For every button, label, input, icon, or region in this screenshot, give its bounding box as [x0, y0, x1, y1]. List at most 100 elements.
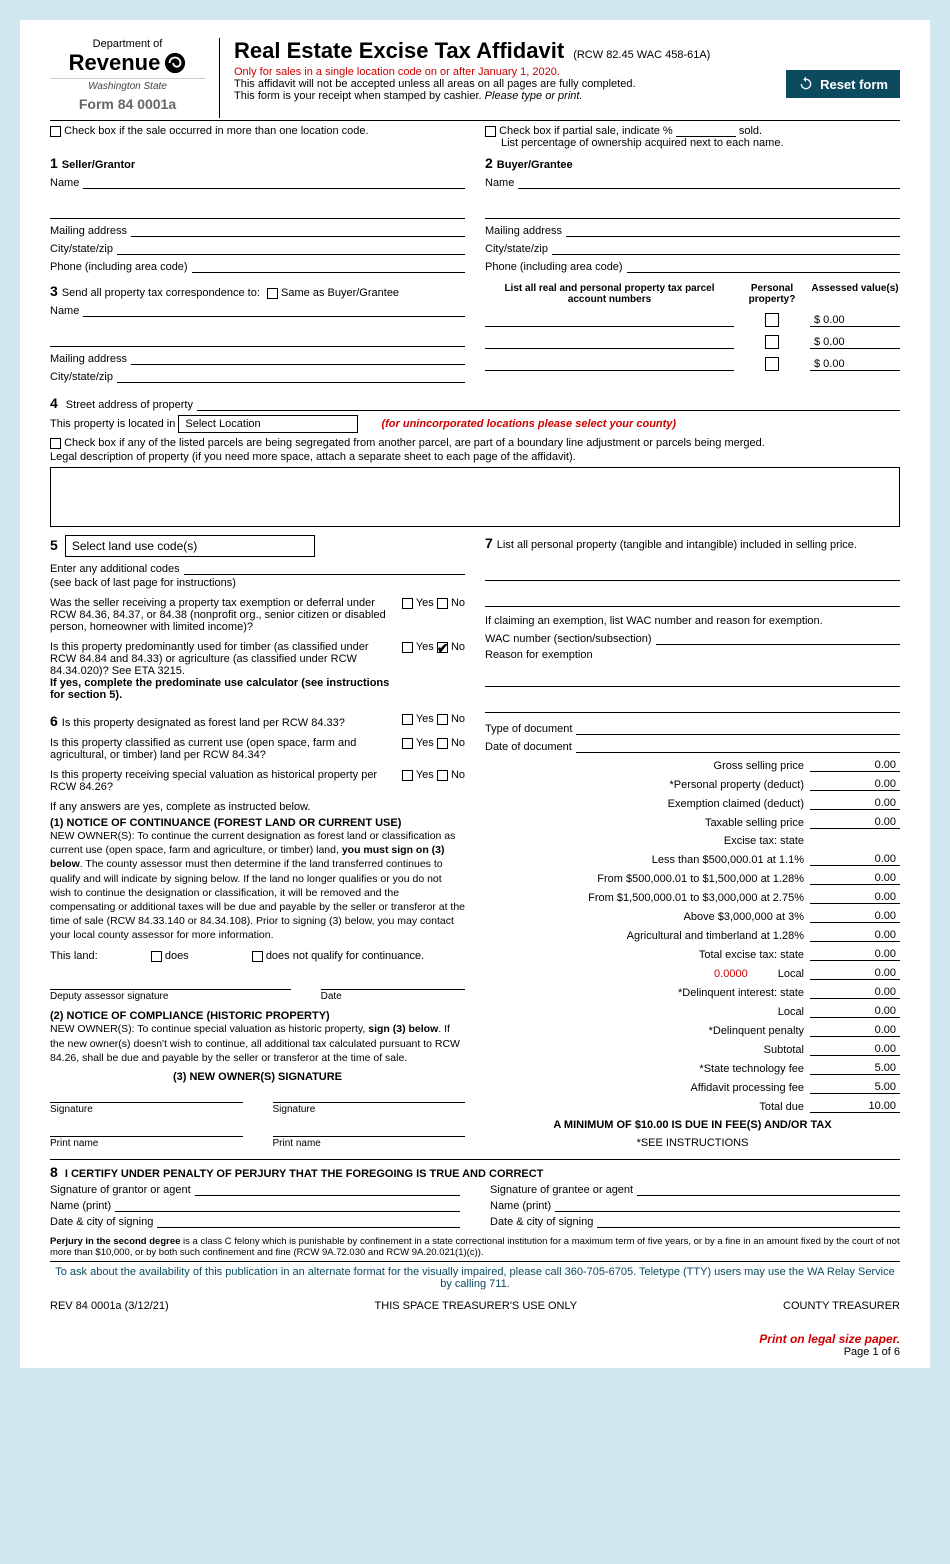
corr-name-label: Name	[50, 305, 79, 317]
owner-print-1[interactable]	[50, 1123, 243, 1137]
delpen-val[interactable]: 0.00	[810, 1024, 900, 1037]
tier2-val[interactable]: 0.00	[810, 872, 900, 885]
deputy-date-label: Date	[321, 991, 465, 1002]
legal-desc-input[interactable]	[50, 467, 900, 527]
timber-no[interactable]	[437, 642, 448, 653]
parcel-val-3[interactable]: $ 0.00	[810, 358, 900, 371]
parcel-table: List all real and personal property tax …	[485, 283, 900, 383]
aff2b: Please type or print.	[485, 90, 583, 102]
sec2-title: Buyer/Grantee	[497, 159, 573, 171]
exemption-no[interactable]	[437, 598, 448, 609]
tier4-val[interactable]: 0.00	[810, 910, 900, 923]
reason-input-2[interactable]	[485, 701, 900, 713]
corr-csz-input[interactable]	[117, 371, 465, 383]
buyer-csz-input[interactable]	[552, 243, 900, 255]
parcel-num-1[interactable]	[485, 315, 734, 327]
parcel-pp-2[interactable]	[765, 335, 779, 349]
techfee-val[interactable]: 5.00	[810, 1062, 900, 1075]
multi-location-checkbox[interactable]	[50, 126, 61, 137]
logo-block: Department of Revenue Washington State F…	[50, 38, 220, 118]
buyer-csz-label: City/state/zip	[485, 243, 548, 255]
owner-sig-1[interactable]	[50, 1089, 243, 1103]
buyer-name-input[interactable]	[518, 177, 900, 189]
buyer-phone-input[interactable]	[627, 261, 900, 273]
delint-label: *Delinquent interest: state	[485, 987, 810, 999]
location-select[interactable]: Select Location	[178, 415, 358, 433]
gross-label: Gross selling price	[485, 760, 810, 772]
parcel-pp-3[interactable]	[765, 357, 779, 371]
forest-yes[interactable]	[402, 714, 413, 725]
reason-input-1[interactable]	[485, 675, 900, 687]
tier3-val[interactable]: 0.00	[810, 891, 900, 904]
ex-val[interactable]: 0.00	[810, 797, 900, 810]
reset-form-button[interactable]: Reset form	[786, 70, 900, 98]
corr-name-input-2[interactable]	[50, 323, 465, 347]
tier1-val[interactable]: 0.00	[810, 853, 900, 866]
pp-list-input-1[interactable]	[485, 569, 900, 581]
seller-name-input[interactable]	[83, 177, 465, 189]
buyer-mail-input[interactable]	[566, 225, 900, 237]
currentuse-yes[interactable]	[402, 738, 413, 749]
no-4: No	[451, 737, 465, 749]
seller-mail-input[interactable]	[131, 225, 465, 237]
partial-sale-checkbox[interactable]	[485, 126, 496, 137]
seller-phone-input[interactable]	[192, 261, 465, 273]
corr-mail-input[interactable]	[131, 353, 465, 365]
timber-yes[interactable]	[402, 642, 413, 653]
grantor-name-input[interactable]	[115, 1200, 460, 1212]
grantee-date-input[interactable]	[597, 1216, 900, 1228]
land-use-select[interactable]: Select land use code(s)	[65, 535, 315, 557]
local-val[interactable]: 0.00	[810, 967, 900, 980]
seller-csz-input[interactable]	[117, 243, 465, 255]
addl-codes-input[interactable]	[184, 563, 465, 575]
totaldue-val[interactable]: 10.00	[810, 1100, 900, 1113]
seller-name-input-2[interactable]	[50, 195, 465, 219]
owner-print-2[interactable]	[273, 1123, 466, 1137]
corr-name-input[interactable]	[83, 305, 465, 317]
parcel-val-1[interactable]: $ 0.00	[810, 314, 900, 327]
grantee-name-input[interactable]	[555, 1200, 900, 1212]
subtotal-val[interactable]: 0.00	[810, 1043, 900, 1056]
pp-list-input-2[interactable]	[485, 595, 900, 607]
partial-sale-pct-input[interactable]	[676, 125, 736, 137]
afffee-val[interactable]: 5.00	[810, 1081, 900, 1094]
no-1: No	[451, 597, 465, 609]
sec8-date-row: Date & city of signing Date & city of si…	[50, 1216, 900, 1228]
deputy-date-line[interactable]	[321, 976, 465, 990]
wac-input[interactable]	[656, 633, 901, 645]
tier5-val[interactable]: 0.00	[810, 929, 900, 942]
delint-val[interactable]: 0.00	[810, 986, 900, 999]
taxable-val[interactable]: 0.00	[810, 816, 900, 829]
buyer-name-input-2[interactable]	[485, 195, 900, 219]
parcel-val-2[interactable]: $ 0.00	[810, 336, 900, 349]
exemption-yes[interactable]	[402, 598, 413, 609]
grantee-sig-input[interactable]	[637, 1184, 900, 1196]
local2-val[interactable]: 0.00	[810, 1005, 900, 1018]
parcel-num-2[interactable]	[485, 337, 734, 349]
same-as-buyer-checkbox[interactable]	[267, 288, 278, 299]
forest-no[interactable]	[437, 714, 448, 725]
deputy-sig-line[interactable]	[50, 976, 291, 990]
typedoc-input[interactable]	[576, 723, 900, 735]
totalstate-val[interactable]: 0.00	[810, 948, 900, 961]
pp-val[interactable]: 0.00	[810, 778, 900, 791]
notice1-text: NEW OWNER(S): To continue the current de…	[50, 829, 465, 942]
datedoc-input[interactable]	[576, 741, 900, 753]
historic-yes[interactable]	[402, 770, 413, 781]
grantor-date-input[interactable]	[157, 1216, 460, 1228]
doesnot-checkbox[interactable]	[252, 951, 263, 962]
currentuse-no[interactable]	[437, 738, 448, 749]
segregated-checkbox[interactable]	[50, 438, 61, 449]
delpen-label: *Delinquent penalty	[485, 1025, 810, 1037]
parcel-pp-1[interactable]	[765, 313, 779, 327]
gross-val[interactable]: 0.00	[810, 759, 900, 772]
does-checkbox[interactable]	[151, 951, 162, 962]
grantor-sig-input[interactable]	[195, 1184, 460, 1196]
section-1-seller: 1Seller/Grantor Name Mailing address Cit…	[50, 155, 465, 273]
revenue-text: Revenue	[69, 50, 161, 76]
historic-no[interactable]	[437, 770, 448, 781]
seller-mail-label: Mailing address	[50, 225, 127, 237]
parcel-num-3[interactable]	[485, 359, 734, 371]
street-input[interactable]	[197, 399, 900, 411]
owner-sig-2[interactable]	[273, 1089, 466, 1103]
